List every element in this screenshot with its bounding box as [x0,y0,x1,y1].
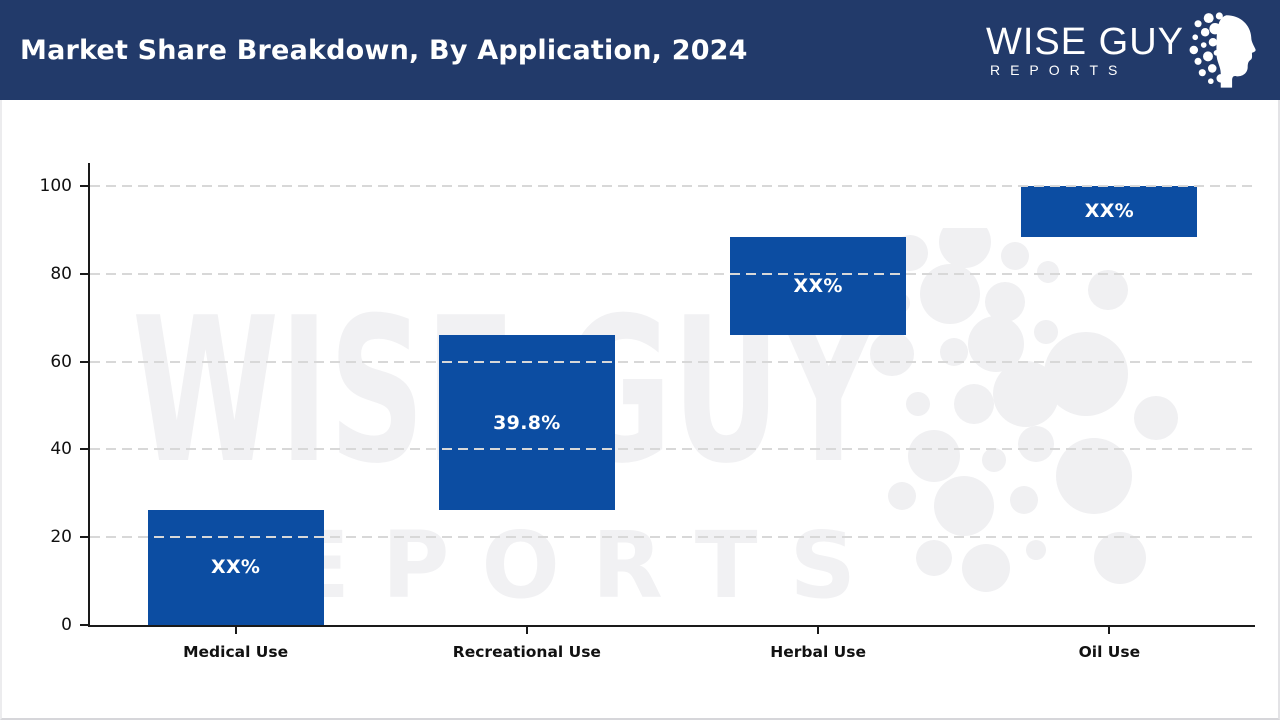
x-axis-label-oil-use: Oil Use [1078,643,1141,661]
gridline-100 [90,185,1255,187]
y-axis-tick-label: 60 [50,351,72,372]
y-axis-tick [80,624,88,626]
gridline-40 [90,448,1255,451]
plot-area: XX% 39.8% XX% XX% 0 20 40 60 80 100 Medical Use Rec… [40,163,1255,661]
logo-wordmark: WISE GUY REPORTS [986,23,1184,77]
header-bar: Market Share Breakdown, By Application, … [0,0,1280,100]
y-axis-tick [80,448,88,451]
logo-line2: REPORTS [989,62,1128,78]
bar-value-label: XX% [793,275,843,298]
bar-recreational-use: 39.8% [438,335,615,510]
y-axis-line [88,163,90,627]
y-axis-tick [80,272,88,275]
bar-value-label: XX% [211,556,261,579]
bar-medical-use: XX% [147,509,324,625]
y-axis-tick [80,185,88,187]
y-axis-tick-label: 100 [39,176,72,196]
x-axis-label-recreational-use: Recreational Use [452,643,601,661]
bar-herbal-use: XX% [730,236,907,336]
gridline-60 [90,360,1255,363]
x-axis-tick [525,627,528,634]
x-axis-tick [1108,627,1111,634]
gridline-80 [90,272,1255,275]
y-axis-tick-label: 0 [61,615,72,635]
x-axis-label-herbal-use: Herbal Use [770,643,866,661]
y-axis-tick-label: 40 [50,439,72,460]
x-axis-tick [817,627,820,634]
bar-oil-use: XX% [1021,186,1198,237]
x-axis-tick [234,627,237,634]
x-axis-label-medical-use: Medical Use [183,643,289,661]
wiseguy-logo: WISE GUY REPORTS [986,11,1262,89]
chart-title: Market Share Breakdown, By Application, … [20,34,748,66]
y-axis-tick [80,360,88,363]
logo-line1: WISE GUY [985,21,1184,63]
head-logo-icon [1189,12,1256,88]
chart-canvas: WISE GUY R E P O R T S [0,100,1280,720]
y-axis-tick-label: 20 [50,527,72,548]
gridline-20 [90,536,1255,539]
bar-value-label: 39.8% [493,411,561,434]
y-axis-tick-label: 80 [50,263,72,284]
x-axis-line [88,625,1255,627]
y-axis-tick [80,536,88,539]
bar-value-label: XX% [1084,200,1134,223]
